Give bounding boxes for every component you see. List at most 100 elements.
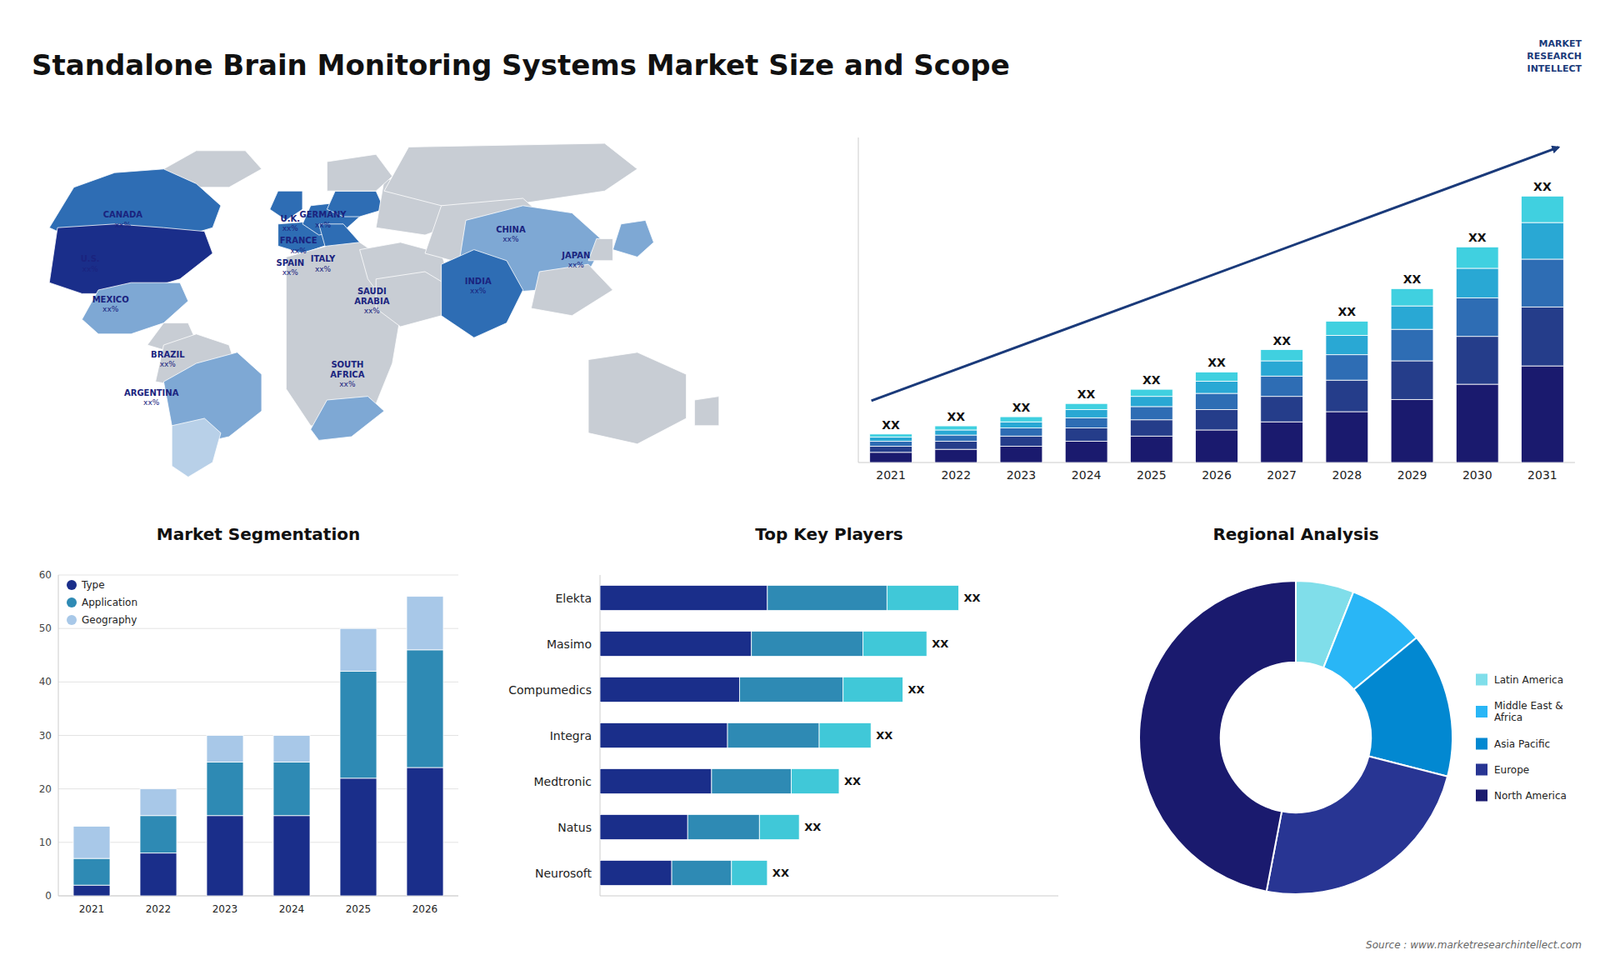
legend-label: Middle East &Africa [1494,700,1564,724]
bar-segment [1455,336,1499,385]
grid-line [58,735,459,736]
legend-label: Type [80,579,105,591]
bar-segment [1260,360,1304,376]
bar-segment [1325,355,1369,381]
legend-swatch [1475,674,1488,686]
legend-swatch [1475,790,1488,802]
bar-segment [406,650,444,768]
bar-segment [870,440,913,446]
bar-segment [73,858,110,885]
region-shape [588,352,687,445]
bar-chart: Market Segmentation010203040506020212022… [39,524,459,915]
map-value-label: xx% [143,398,160,407]
bar-end-label: XX [1533,180,1552,194]
bar-segment [1130,389,1173,397]
bar-end-label: XX [931,637,949,650]
logo-text: MARKET [1539,38,1583,50]
pie-wedge [1139,580,1296,892]
page-title: Standalone Brain Monitoring Systems Mark… [31,48,1010,82]
bar-end-label: XX [946,410,965,424]
legend-swatch [1475,705,1488,718]
pie-wedge [1266,755,1448,895]
map-value-label: xx% [470,286,487,295]
bar-segment [1390,288,1434,306]
bar-end-label: XX [1338,305,1357,319]
map-value-label: xx% [282,268,300,277]
chart-title: Market Segmentation [156,524,361,545]
bar-chart: 2021202220232024202520262027202820292030… [858,137,1575,482]
bar-segment [1521,365,1565,463]
bar-segment [1065,428,1108,442]
bar-segment [870,434,913,438]
category-label: Medtronic [533,775,592,789]
bar-end-label: XX [772,866,790,880]
bar-segment [759,814,800,840]
bar-segment [600,676,740,702]
bar-segment [340,671,377,779]
map-label: U.K. [280,214,300,224]
region-shape [171,418,221,477]
map-value-label: xx% [282,224,300,233]
bar-end-label: XX [1012,400,1031,415]
bar-end-label: XX [875,729,893,742]
bar-segment [1065,417,1108,428]
bar-segment [406,596,444,650]
bar-segment [73,826,110,859]
bar-segment [751,630,864,656]
bar-segment [273,735,310,763]
text-line: AFRICA [330,369,365,379]
tick-label: 0 [45,890,52,902]
bar-segment [1521,222,1565,260]
tick-label: 20 [39,783,52,795]
bar-segment [1325,411,1369,463]
bar-segment [1521,306,1565,366]
region-shape [612,220,654,257]
map-label: JAPAN [560,250,590,260]
bar-segment [935,435,978,441]
bar-segment [739,676,843,702]
bar-end-label: XX [963,591,980,605]
legend: TypeApplicationGeography [66,579,138,626]
grid-line [58,575,459,576]
bar-segment [1521,195,1565,223]
trend-arrow [871,147,1560,401]
value-axis-line [858,137,860,463]
bar-end-label: XX [844,775,861,788]
bar-segment [1000,428,1043,437]
bar-segment [206,762,244,816]
logo-text: RESEARCH [1526,50,1582,62]
bar-segment [1455,297,1499,336]
bar-end-label: XX [1077,387,1096,401]
bar-segment [1325,380,1369,412]
tick-label: 50 [39,622,52,635]
bar-end-label: XX [1272,334,1291,348]
region-shape [530,264,613,316]
bar-segment [1065,410,1108,419]
bar-segment [206,735,244,763]
map-label: ITALY [310,254,336,264]
bar-segment [935,430,978,435]
region-shape [588,238,613,260]
bar-segment [1000,445,1043,463]
category-label: 2025 [1136,468,1167,482]
map-value-label: xx% [568,260,585,270]
bar-segment [687,814,760,840]
logo-text: INTELLECT [1527,63,1583,75]
bar-marks [600,585,959,885]
infographic: Standalone Brain Monitoring Systems Mark… [0,0,1600,955]
tick-label: 30 [39,730,52,742]
bar-segment [1000,416,1043,422]
bar-segment [1000,435,1043,446]
bar-marks [870,195,1565,463]
tick-label: 40 [39,675,52,688]
category-label: Natus [557,820,592,835]
bar-segment [791,768,840,794]
bar-end-label: XX [804,820,821,834]
category-label: 2025 [345,903,372,915]
chart-title: Top Key Players [755,524,903,545]
category-label: 2023 [1006,468,1037,482]
bar-segment [73,885,110,896]
category-label: 2023 [212,903,239,915]
world-map: CANADAxx%U.S.xx%MEXICOxx%BRAZILxx%ARGENT… [49,143,720,477]
bar-end-label: XX [881,418,900,432]
